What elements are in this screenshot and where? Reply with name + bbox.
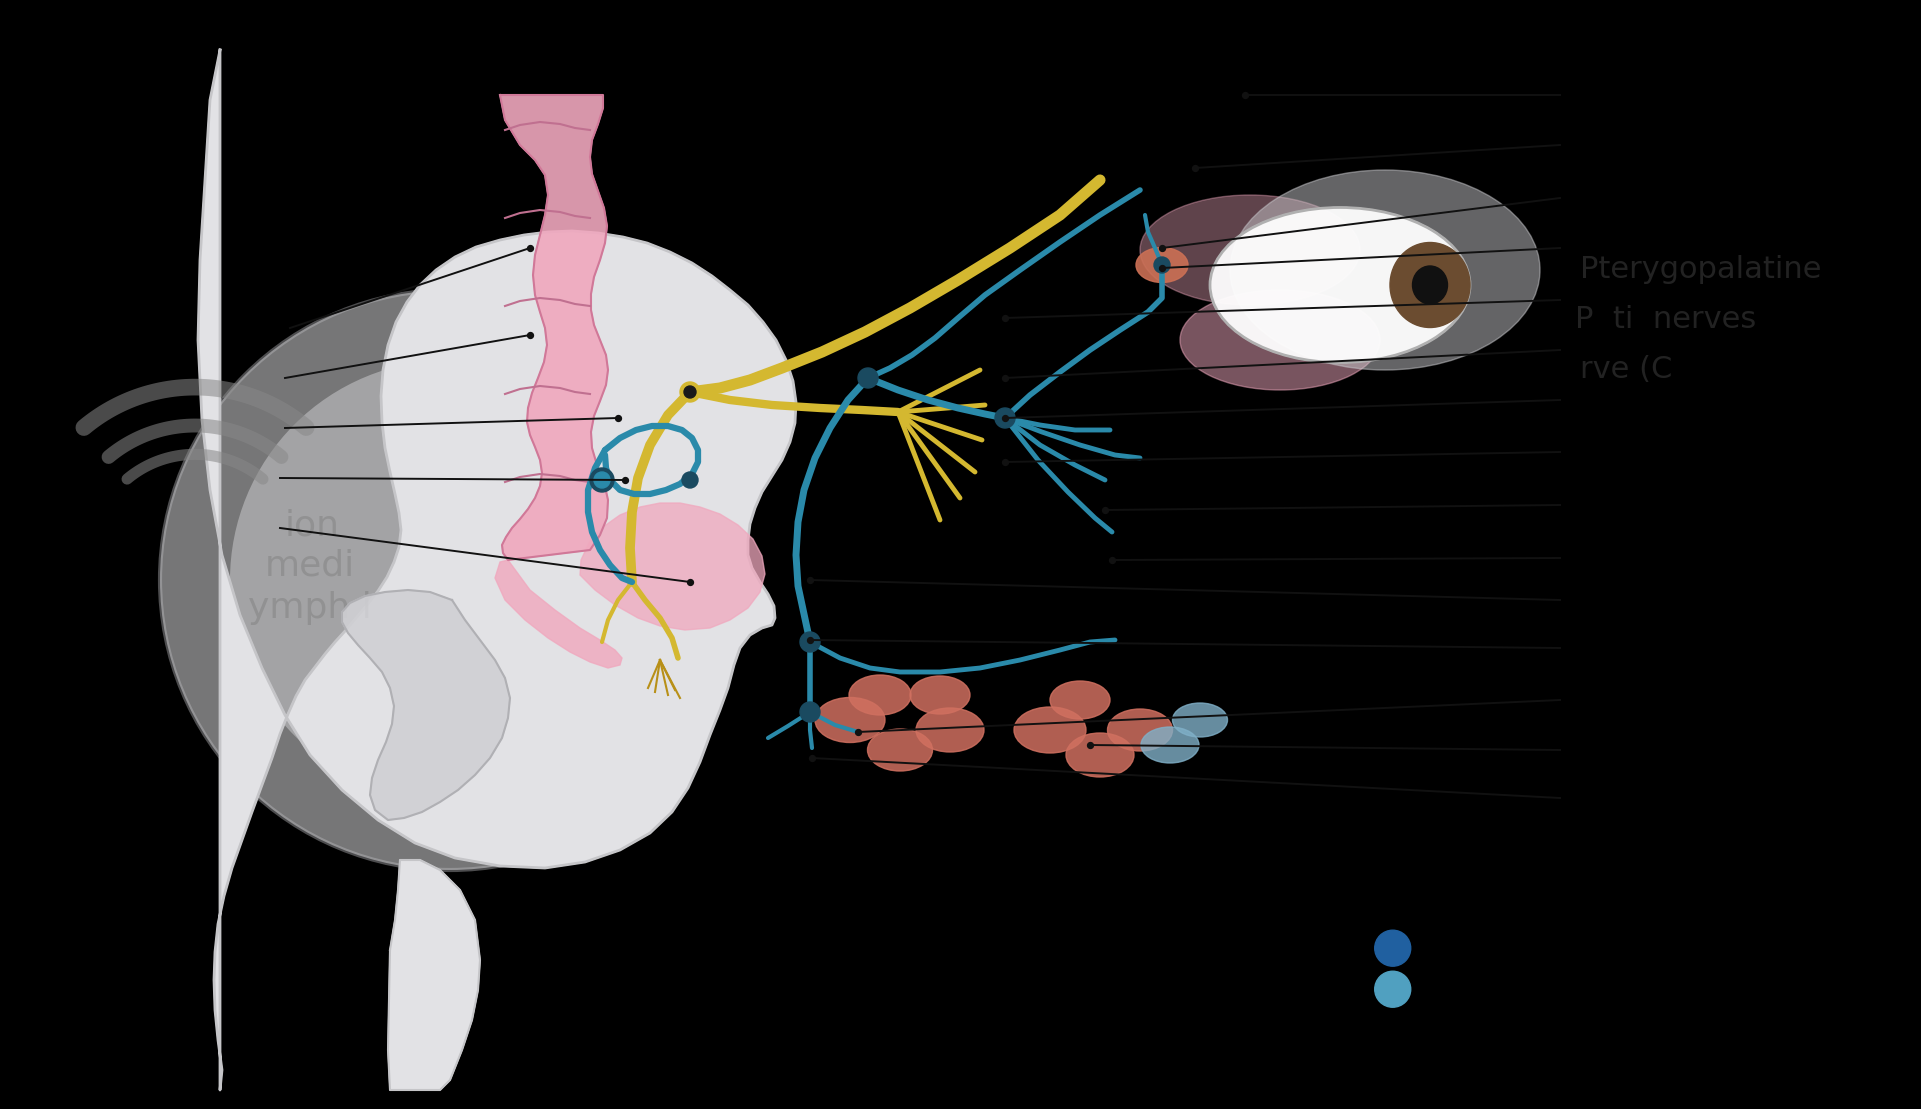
Circle shape: [680, 381, 699, 401]
Ellipse shape: [1229, 170, 1541, 370]
Ellipse shape: [1108, 709, 1172, 751]
Point: [795, 631, 826, 649]
Ellipse shape: [1179, 289, 1379, 390]
Ellipse shape: [1141, 728, 1199, 763]
Point: [609, 471, 640, 489]
Circle shape: [684, 386, 695, 398]
Circle shape: [1375, 971, 1410, 1007]
Polygon shape: [499, 95, 609, 560]
Circle shape: [1375, 930, 1410, 966]
Point: [674, 573, 705, 591]
Point: [515, 240, 546, 257]
Circle shape: [995, 408, 1014, 428]
Ellipse shape: [1412, 266, 1448, 304]
Point: [1074, 736, 1105, 754]
Point: [515, 326, 546, 344]
Ellipse shape: [1014, 708, 1085, 753]
Point: [1147, 260, 1178, 277]
Circle shape: [590, 468, 615, 492]
Point: [843, 723, 874, 741]
Ellipse shape: [849, 675, 911, 715]
Polygon shape: [388, 859, 480, 1090]
Text: ion: ion: [284, 508, 340, 542]
Point: [1097, 551, 1128, 569]
Text: rve (C: rve (C: [1579, 356, 1673, 385]
Point: [797, 749, 828, 766]
Ellipse shape: [911, 676, 970, 714]
Ellipse shape: [868, 729, 932, 771]
Point: [1179, 159, 1210, 176]
Text: P  ti  nerves: P ti nerves: [1575, 305, 1756, 335]
Point: [989, 309, 1020, 327]
Point: [1089, 501, 1120, 519]
Ellipse shape: [815, 698, 886, 743]
Circle shape: [859, 368, 878, 388]
Ellipse shape: [1066, 733, 1133, 777]
Text: ymph i: ymph i: [248, 591, 373, 625]
Ellipse shape: [1135, 247, 1187, 283]
Point: [603, 409, 634, 427]
Circle shape: [799, 702, 820, 722]
Point: [989, 409, 1020, 427]
Circle shape: [799, 632, 820, 652]
Ellipse shape: [1172, 703, 1228, 737]
Circle shape: [231, 360, 670, 800]
Point: [989, 454, 1020, 471]
Text: medi: medi: [265, 548, 355, 582]
Ellipse shape: [1210, 207, 1470, 363]
Circle shape: [1155, 257, 1170, 273]
Point: [989, 369, 1020, 387]
Point: [795, 571, 826, 589]
Circle shape: [594, 472, 611, 488]
Circle shape: [682, 472, 697, 488]
Polygon shape: [580, 503, 765, 630]
Ellipse shape: [1139, 195, 1360, 305]
Polygon shape: [342, 590, 509, 820]
Ellipse shape: [1051, 681, 1110, 719]
Circle shape: [159, 289, 740, 869]
Polygon shape: [496, 560, 622, 668]
Polygon shape: [198, 50, 795, 1090]
Ellipse shape: [916, 708, 984, 752]
Point: [1147, 240, 1178, 257]
Text: Pterygopalatine: Pterygopalatine: [1579, 255, 1821, 285]
Point: [1229, 87, 1260, 104]
Ellipse shape: [1391, 243, 1470, 327]
